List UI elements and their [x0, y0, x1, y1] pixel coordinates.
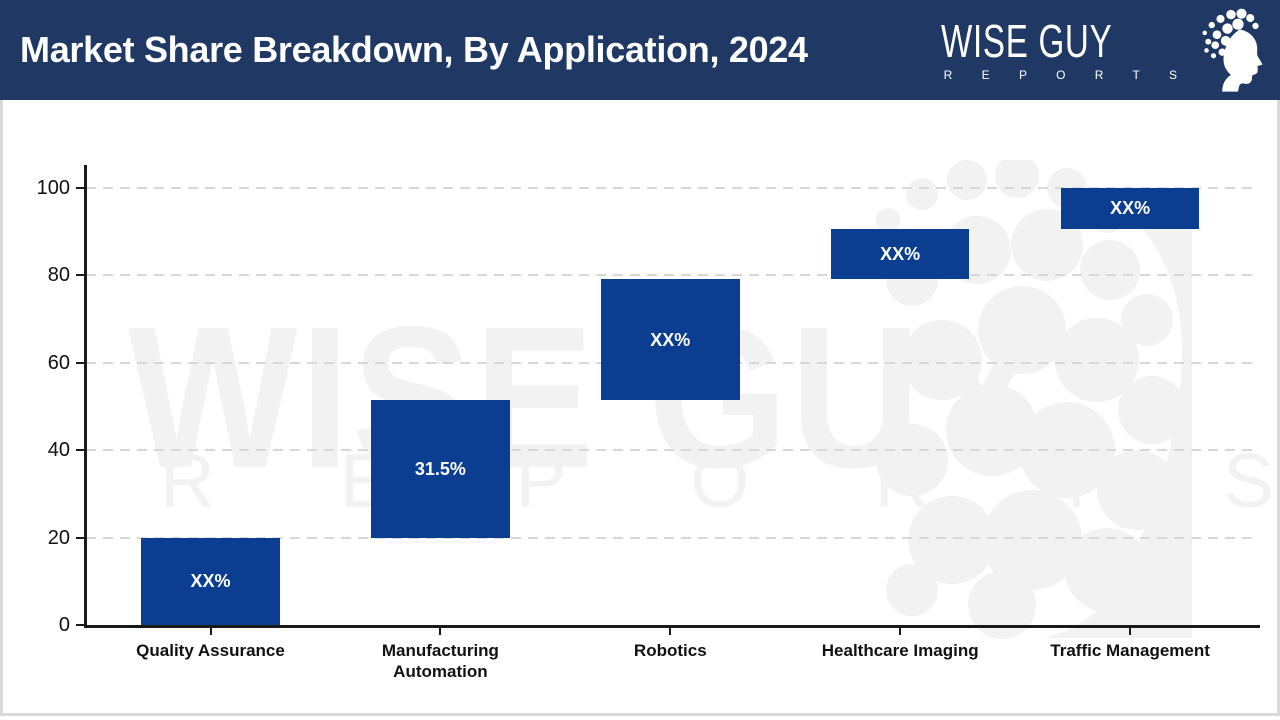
brand-logo: WISE GUY R E P O R T S [941, 4, 1280, 96]
x-category-label: Healthcare Imaging [821, 641, 979, 660]
y-tick-label: 40 [47, 439, 70, 461]
x-tick [439, 627, 442, 635]
y-tick-label: 0 [58, 614, 70, 636]
y-tick [76, 361, 86, 364]
x-tick [899, 627, 902, 635]
logo-head-icon [1202, 8, 1263, 92]
bar-traffic-management [1060, 187, 1200, 230]
x-axis-line [84, 625, 1260, 628]
y-tick-label: 100 [36, 176, 70, 199]
bar-value-label: XX% [1110, 198, 1151, 219]
y-tick-label: 20 [47, 526, 70, 549]
x-category-label: Manufacturing Automation [381, 641, 499, 682]
y-tick-label: 60 [47, 351, 70, 374]
y-tick-label: 80 [47, 264, 70, 286]
gridline [86, 536, 1258, 539]
y-tick [76, 624, 86, 626]
x-tick [1129, 627, 1132, 635]
header-banner: Market Share Breakdown, By Application, … [0, 0, 1280, 100]
bar-value-label: XX% [650, 329, 691, 350]
x-category-label: Quality Assurance [136, 641, 285, 660]
gridline [86, 186, 1258, 189]
bar-quality-assurance [141, 537, 280, 625]
bar-value-label: XX% [880, 244, 921, 265]
brand-logo-text: WISE GUY R E P O R T S [941, 18, 1190, 82]
x-category-label: Robotics [633, 641, 707, 660]
bar-healthcare-imaging [830, 229, 970, 280]
gridline [86, 274, 1258, 276]
logo-subtext: R E P O R T S [943, 68, 1190, 82]
logo-wordmark: WISE GUY [940, 15, 1113, 67]
bar-robotics [601, 279, 740, 400]
y-tick [76, 536, 86, 539]
y-tick [76, 449, 86, 451]
y-tick [76, 186, 86, 189]
page-title: Market Share Breakdown, By Application, … [20, 29, 808, 70]
y-axis-line [84, 165, 87, 628]
gridline [86, 449, 1258, 451]
y-tick [76, 274, 86, 276]
x-category-label: Traffic Management [1050, 641, 1210, 660]
x-tick [669, 627, 672, 635]
bar-value-label: XX% [190, 571, 231, 592]
x-tick [209, 627, 212, 635]
bar-value-label: 31.5% [414, 458, 466, 479]
bar-manufacturing-automation [371, 399, 510, 538]
